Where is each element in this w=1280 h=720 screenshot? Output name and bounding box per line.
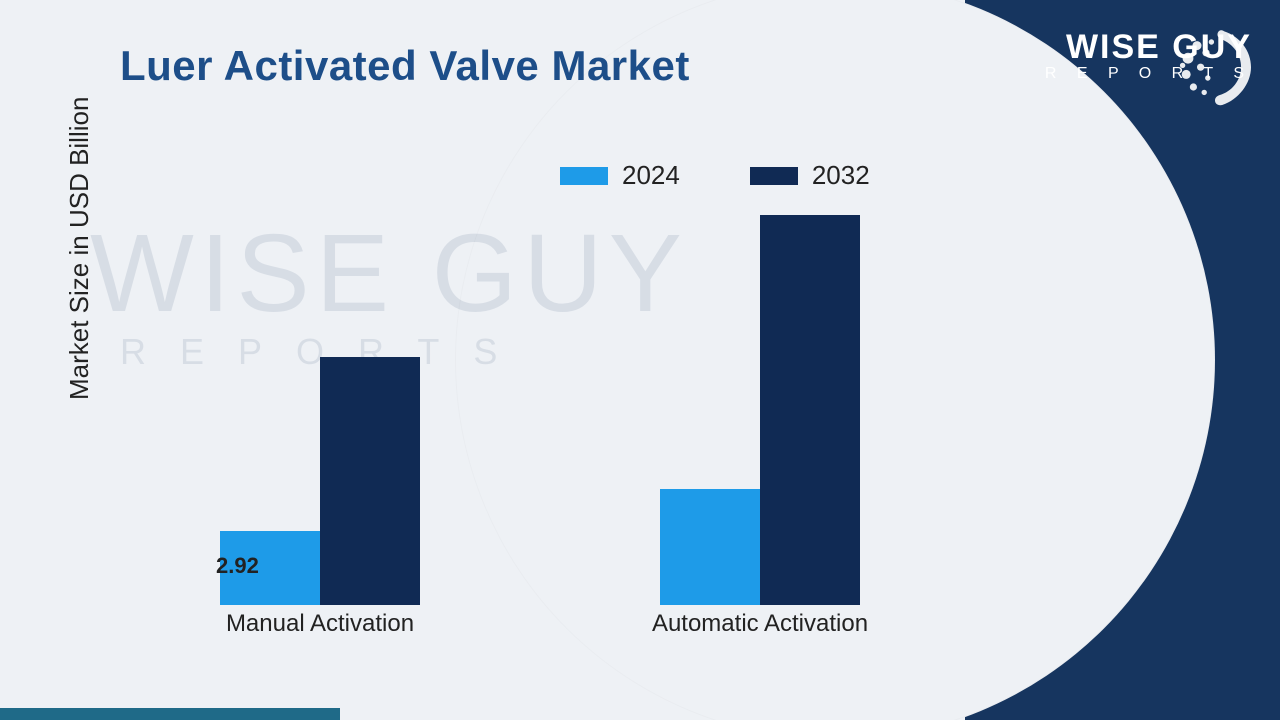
brand-line2: R E P O R T S [1045, 65, 1252, 83]
bar-2032 [320, 357, 420, 605]
legend-swatch-2024 [560, 167, 608, 185]
legend-item-2032: 2032 [750, 160, 870, 191]
bar-group: 2.92 Manual Activation [220, 200, 420, 605]
bar-value-label: 2.92 [216, 553, 259, 579]
y-axis-label: Market Size in USD Billion [64, 97, 95, 400]
legend-swatch-2032 [750, 167, 798, 185]
chart-stage: WISE GUY REPORTS Luer Activated Valve Ma… [0, 0, 1280, 720]
bar-group: Automatic Activation [660, 200, 860, 605]
brand-line1: WISE GUY [1045, 28, 1252, 67]
legend-label-2032: 2032 [812, 160, 870, 191]
bars [660, 200, 860, 605]
category-label: Automatic Activation [630, 610, 890, 639]
legend-label-2024: 2024 [622, 160, 680, 191]
decorative-bottom-bar [0, 708, 340, 720]
category-label: Manual Activation [190, 610, 450, 639]
legend: 2024 2032 [560, 160, 870, 191]
bar-2032 [760, 215, 860, 605]
bar-2024 [660, 489, 760, 605]
plot-area: 2.92 Manual Activation Automatic Activat… [100, 200, 960, 605]
bars: 2.92 [220, 200, 420, 605]
bar-2024: 2.92 [220, 531, 320, 605]
chart-title: Luer Activated Valve Market [120, 42, 690, 90]
legend-item-2024: 2024 [560, 160, 680, 191]
brand-text: WISE GUY R E P O R T S [1045, 28, 1252, 83]
